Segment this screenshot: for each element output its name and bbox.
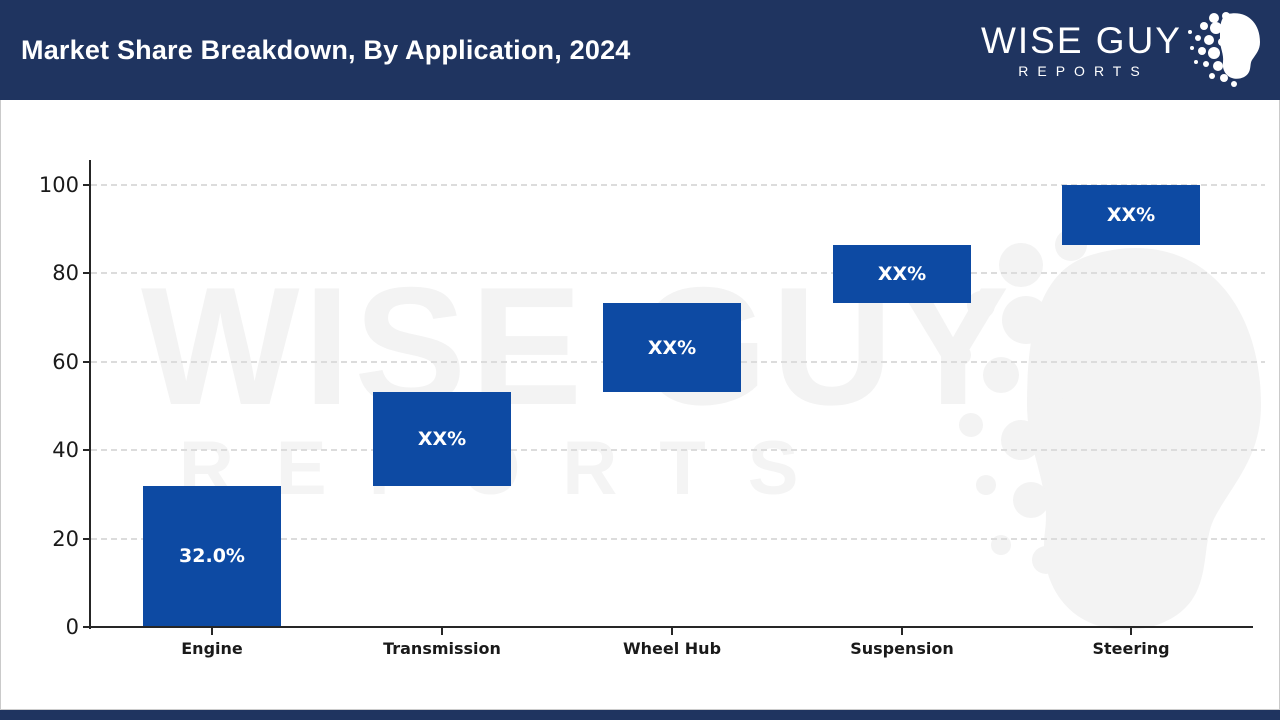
bar-value-label: XX% bbox=[647, 336, 697, 359]
header-band: Market Share Breakdown, By Application, … bbox=[0, 0, 1280, 100]
x-tick-label-transmission: Transmission bbox=[383, 639, 501, 658]
gridline bbox=[91, 449, 1265, 452]
y-tick-label: 20 bbox=[52, 526, 79, 551]
footer-band bbox=[0, 709, 1280, 720]
bar-engine: 32.0% bbox=[143, 485, 281, 627]
x-axis-tick bbox=[441, 628, 443, 635]
x-axis-tick bbox=[901, 628, 903, 635]
x-axis-tick bbox=[671, 628, 673, 635]
bar-wheel-hub: XX% bbox=[603, 303, 741, 392]
gridline bbox=[91, 537, 1265, 540]
x-tick-label-wheel-hub: Wheel Hub bbox=[622, 639, 722, 658]
y-axis-tick bbox=[83, 537, 90, 540]
bar-value-label: 32.0% bbox=[179, 545, 245, 568]
x-tick-label-suspension: Suspension bbox=[850, 639, 954, 658]
face-profile-icon bbox=[1188, 12, 1260, 87]
page-title: Market Share Breakdown, By Application, … bbox=[21, 34, 631, 65]
bar-suspension: XX% bbox=[833, 245, 971, 304]
brand-subtitle: REPORTS bbox=[1018, 63, 1149, 79]
x-axis-line bbox=[89, 626, 1253, 628]
y-tick-label: 80 bbox=[52, 261, 79, 286]
gridline bbox=[91, 184, 1265, 186]
y-axis-tick bbox=[83, 626, 90, 628]
y-tick-label: 0 bbox=[65, 615, 79, 639]
brand-wordmark: WISE GUY REPORTS bbox=[981, 22, 1182, 78]
x-tick-label-engine: Engine bbox=[181, 639, 243, 658]
gridline bbox=[91, 272, 1265, 275]
bar-value-label: XX% bbox=[1106, 204, 1156, 227]
y-axis-tick bbox=[83, 184, 90, 186]
y-axis-tick bbox=[83, 360, 90, 363]
brand-name: WISE GUY bbox=[980, 20, 1182, 61]
bar-value-label: XX% bbox=[877, 263, 927, 286]
y-axis-line bbox=[89, 160, 91, 629]
bar-value-label: XX% bbox=[417, 427, 467, 450]
brand-logo: WISE GUY REPORTS bbox=[981, 8, 1262, 92]
bar-steering: XX% bbox=[1062, 185, 1200, 246]
x-axis-tick bbox=[211, 628, 213, 635]
x-tick-label-steering: Steering bbox=[1092, 639, 1170, 658]
y-axis-tick bbox=[83, 449, 90, 452]
y-tick-label: 100 bbox=[38, 173, 79, 197]
y-axis-tick bbox=[83, 272, 90, 275]
x-axis-tick bbox=[1130, 628, 1132, 635]
bar-transmission: XX% bbox=[373, 391, 511, 486]
chart-canvas: WISE GUY REPORTS 02040608010032.0%XX%XX%… bbox=[0, 100, 1280, 710]
y-tick-label: 40 bbox=[52, 438, 79, 463]
y-tick-label: 60 bbox=[52, 349, 79, 374]
watermark-face-icon bbox=[950, 229, 1261, 630]
